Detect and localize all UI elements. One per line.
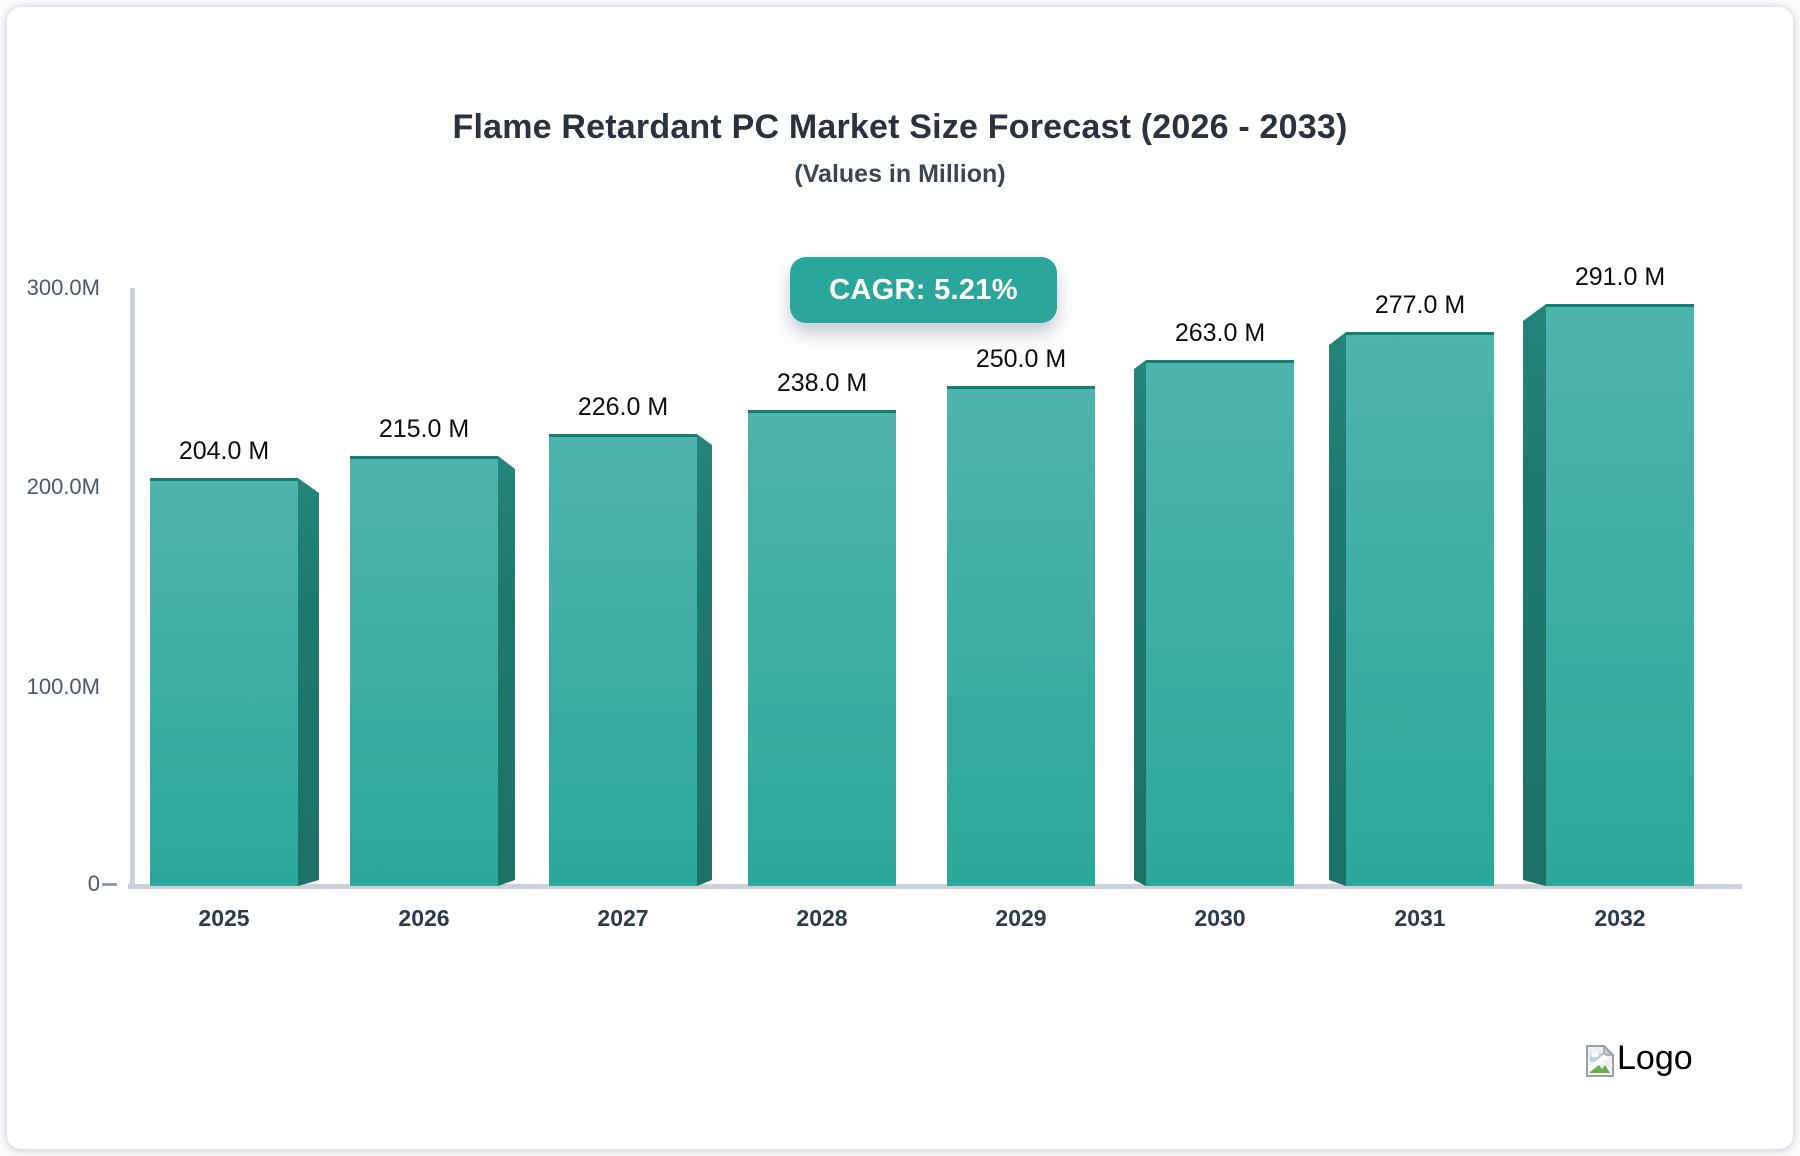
x-axis-label-2030: 2030 (1194, 905, 1246, 931)
x-axis-label-2029: 2029 (995, 905, 1047, 931)
bar-value-label-2032: 291.0 M (1574, 263, 1666, 291)
broken-image-icon (1584, 1044, 1615, 1077)
bar-3d-side-2031 (1329, 332, 1346, 886)
bar-value-label-2026: 215.0 M (378, 415, 470, 443)
bar-2026[interactable] (350, 456, 498, 886)
x-axis-label-2031: 2031 (1394, 905, 1446, 931)
chart-subtitle: (Values in Million) (794, 160, 1006, 188)
x-axis-label-2032: 2032 (1594, 905, 1646, 931)
bar-value-label-2031: 277.0 M (1374, 291, 1466, 319)
x-axis-line (128, 884, 1742, 889)
x-axis-label-2027: 2027 (597, 905, 649, 931)
y-axis-tick-300: 300.0M (26, 275, 100, 300)
y-axis-zero-tick-mark (102, 883, 117, 886)
bar-3d-side-2030 (1134, 360, 1146, 886)
x-axis-label-2025: 2025 (198, 905, 250, 931)
bar-value-label-2030: 263.0 M (1174, 319, 1266, 347)
bar-2030[interactable] (1146, 360, 1294, 886)
bar-3d-side-2025 (298, 478, 319, 886)
bar-3d-side-2032 (1523, 304, 1546, 886)
x-axis-label-2028: 2028 (796, 905, 848, 931)
bar-3d-side-2026 (498, 456, 515, 886)
bar-value-label-2029: 250.0 M (975, 345, 1067, 373)
logo-alt-text: Logo (1617, 1038, 1693, 1077)
bar-2032[interactable] (1546, 304, 1694, 886)
bar-2028[interactable] (748, 410, 896, 886)
y-axis-line (130, 288, 135, 886)
bar-value-label-2025: 204.0 M (178, 437, 270, 465)
y-axis-tick-100: 100.0M (26, 674, 100, 699)
bar-3d-side-2027 (697, 434, 712, 886)
logo-container: Logo (1584, 1032, 1693, 1084)
y-axis-tick-200: 200.0M (26, 474, 100, 499)
x-axis-label-2026: 2026 (398, 905, 450, 931)
chart-title: Flame Retardant PC Market Size Forecast … (452, 108, 1348, 146)
y-axis-tick-0: 0 (87, 871, 100, 896)
bar-value-label-2027: 226.0 M (577, 393, 669, 421)
bar-2029[interactable] (947, 386, 1095, 886)
cagr-badge: CAGR: 5.21% (790, 257, 1057, 323)
bar-2027[interactable] (549, 434, 697, 886)
bar-2031[interactable] (1346, 332, 1494, 886)
bar-value-label-2028: 238.0 M (776, 369, 868, 397)
bar-2025[interactable] (150, 478, 298, 886)
cagr-badge-label: CAGR: 5.21% (829, 273, 1018, 306)
